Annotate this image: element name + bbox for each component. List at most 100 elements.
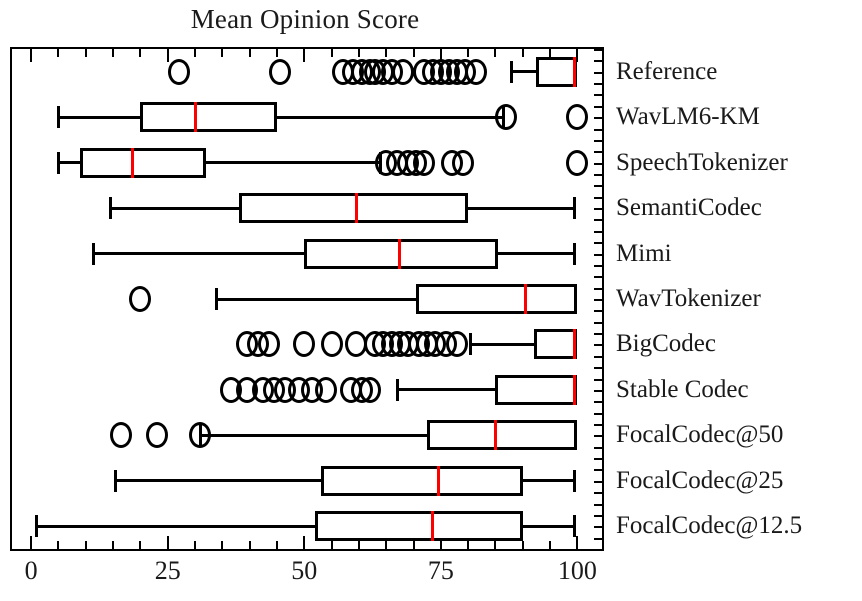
x-tick-label: 0 <box>24 556 38 585</box>
y-tick-minor <box>594 174 602 176</box>
whisker-low-line <box>58 115 141 119</box>
whisker-low-line <box>110 206 239 210</box>
outlier-point <box>358 376 381 403</box>
x-tick-minor <box>57 541 60 549</box>
x-tick-minor <box>275 49 278 57</box>
outlier-point <box>566 149 589 176</box>
outlier-point <box>293 331 316 358</box>
whisker-high-line <box>522 524 575 528</box>
x-tick-minor <box>467 541 470 549</box>
category-labels: Reference WavLM6-KM SpeechTokenizer Semanti… <box>616 47 862 551</box>
y-tick-minor <box>594 355 602 358</box>
x-tick-minor <box>221 49 224 57</box>
y-tick-minor <box>594 162 602 165</box>
whisker-high-line <box>205 161 381 165</box>
outlier-point <box>320 331 343 358</box>
x-tick-major <box>576 536 579 549</box>
whisker-low-line <box>36 524 316 528</box>
y-tick-minor <box>594 208 602 211</box>
x-tick-minor <box>57 49 60 57</box>
y-tick-minor <box>594 219 602 222</box>
whisker-cap-low <box>35 515 39 538</box>
whisker-low-line <box>216 297 417 301</box>
category-label-bigcodec: BigCodec <box>616 330 716 358</box>
y-tick-minor <box>594 60 602 63</box>
box <box>416 284 578 314</box>
outlier-point <box>167 58 190 85</box>
box <box>140 102 277 133</box>
whisker-cap-low <box>92 242 96 265</box>
y-tick-minor <box>594 503 602 506</box>
whisker-low-line <box>200 433 428 437</box>
x-tick-major <box>303 49 306 62</box>
category-label-semanticodec: SemantiCodec <box>616 194 762 222</box>
category-label-wavtokenizer: WavTokenizer <box>616 285 761 312</box>
x-tick-minor <box>112 541 115 549</box>
x-tick-major <box>303 536 306 549</box>
outlier-point <box>566 104 589 131</box>
y-tick-minor <box>594 117 602 120</box>
x-tick-minor <box>330 49 333 57</box>
y-tick-minor <box>594 185 602 188</box>
y-tick-minor <box>594 71 602 74</box>
box <box>238 193 469 224</box>
y-tick-minor <box>594 94 602 97</box>
box <box>533 329 578 360</box>
x-tick-minor <box>412 49 415 57</box>
x-tick-minor <box>275 541 278 549</box>
y-tick-minor <box>594 378 602 381</box>
y-tick-minor <box>594 537 602 540</box>
x-tick-minor <box>494 541 497 549</box>
box <box>315 511 523 542</box>
box <box>427 420 578 451</box>
median-line <box>436 465 440 496</box>
y-tick-minor <box>594 344 602 347</box>
y-tick-minor <box>594 253 602 256</box>
median-line <box>354 193 358 224</box>
x-tick-minor <box>357 541 360 549</box>
outlier-point <box>451 149 474 176</box>
category-label-speechtokenizer: SpeechTokenizer <box>616 148 788 176</box>
x-tick-label: 75 <box>427 556 454 585</box>
y-tick-minor <box>594 264 602 267</box>
whisker-cap-low <box>108 197 112 220</box>
whisker-low-line <box>58 161 81 165</box>
y-tick-minor <box>594 128 602 131</box>
category-label-focalcodec-12-5: FocalCodec@12.5 <box>616 512 803 540</box>
y-tick-minor <box>594 276 602 279</box>
y-tick-minor <box>594 105 602 108</box>
median-line <box>572 374 576 405</box>
x-tick-major <box>30 536 33 549</box>
x-axis-tick-labels: 0 25 50 75 100 <box>10 556 604 596</box>
x-tick-minor <box>412 541 415 549</box>
plot-frame <box>10 47 604 551</box>
median-line <box>431 511 435 542</box>
median-line <box>572 56 576 87</box>
whisker-cap-low <box>56 151 60 174</box>
x-tick-minor <box>84 541 87 549</box>
plot-area <box>12 49 602 549</box>
y-tick-minor <box>594 412 602 415</box>
x-tick-minor <box>221 541 224 549</box>
x-tick-minor <box>139 49 142 57</box>
x-tick-minor <box>385 49 388 57</box>
whisker-cap-low <box>395 378 399 401</box>
y-tick-minor <box>594 333 602 336</box>
whisker-low-line <box>397 388 496 392</box>
whisker-cap-low <box>56 106 60 129</box>
y-tick-minor <box>594 196 602 199</box>
whisker-high-line <box>468 206 575 210</box>
whisker-high-line <box>276 115 504 119</box>
whisker-cap-low <box>510 60 514 83</box>
whisker-low-line <box>115 479 321 483</box>
x-tick-major <box>439 49 442 62</box>
outlier-point <box>145 422 168 449</box>
x-tick-minor <box>521 49 524 57</box>
median-line <box>524 284 528 314</box>
whisker-cap-low <box>114 469 118 492</box>
x-tick-minor <box>467 49 470 57</box>
y-tick-minor <box>594 310 602 313</box>
y-tick-minor <box>594 299 602 301</box>
y-tick-minor <box>594 526 602 529</box>
y-tick-minor <box>594 389 602 392</box>
